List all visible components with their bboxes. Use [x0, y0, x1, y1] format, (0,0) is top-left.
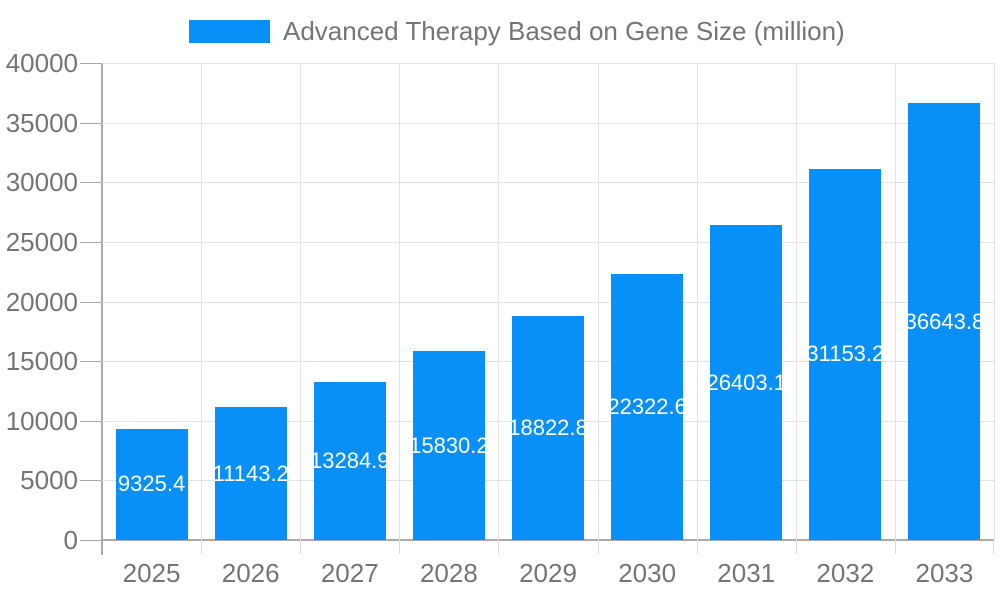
bar[interactable]: 18822.8	[512, 315, 584, 540]
bar[interactable]: 13284.9	[313, 381, 386, 540]
gridline-v	[597, 63, 599, 540]
legend-swatch-icon	[189, 19, 270, 43]
bar[interactable]: 36643.8	[908, 103, 981, 540]
plot-area: 9325.4 11143.2 13284.9 15830.2 18822.8 22322.…	[102, 63, 995, 554]
x-tick	[993, 540, 994, 554]
x-axis-label: 2032	[816, 558, 875, 588]
x-tick	[300, 540, 302, 554]
gridline-v	[696, 63, 698, 540]
y-axis-label: 20000	[5, 286, 78, 317]
gridline-v	[498, 63, 500, 540]
x-axis-label: 2031	[717, 558, 776, 588]
bar-value-label: 22322.6	[611, 393, 684, 419]
gridline-v	[399, 63, 401, 540]
bar[interactable]: 31153.2	[809, 168, 882, 540]
gridline-h	[102, 122, 994, 124]
bar-value-label: 18822.8	[512, 414, 584, 440]
y-axis-label: 25000	[5, 226, 78, 257]
x-axis-label: 2033	[915, 558, 974, 588]
x-axis-label: 2027	[320, 558, 379, 588]
y-tick	[80, 241, 102, 243]
y-tick	[80, 361, 102, 363]
x-tick	[201, 540, 203, 554]
x-tick	[894, 540, 896, 554]
gridline-h	[102, 182, 994, 184]
legend[interactable]: Advanced Therapy Based on Gene Size (mil…	[189, 16, 845, 46]
x-tick	[102, 540, 103, 554]
y-axis-label: 30000	[5, 167, 78, 198]
bar-value-label: 11143.2	[214, 460, 287, 486]
legend-label: Advanced Therapy Based on Gene Size (mil…	[283, 16, 845, 46]
bar[interactable]: 9325.4	[115, 428, 188, 540]
x-axis-label: 2026	[221, 558, 280, 588]
gridline-v	[300, 63, 302, 540]
bar-value-label: 9325.4	[117, 471, 186, 497]
gridline-h	[102, 301, 994, 303]
gridline-v	[201, 63, 203, 540]
y-tick	[80, 420, 102, 422]
x-axis-label: 2025	[122, 558, 181, 588]
y-axis-label: 0	[63, 525, 78, 555]
x-tick	[597, 540, 599, 554]
x-tick	[399, 540, 401, 554]
x-tick	[795, 540, 797, 554]
y-tick	[80, 480, 102, 482]
bar-value-label: 13284.9	[313, 447, 386, 473]
bar[interactable]: 26403.1	[710, 225, 783, 540]
bar[interactable]: 11143.2	[214, 407, 287, 540]
gridline-v	[894, 63, 896, 540]
gridline-v	[795, 63, 797, 540]
x-axis-label: 2029	[519, 558, 577, 588]
x-axis-label: 2028	[419, 558, 478, 588]
x-tick	[696, 540, 698, 554]
y-tick	[80, 540, 102, 541]
bar-value-label: 31153.2	[809, 341, 882, 367]
x-axis-label: 2030	[618, 558, 677, 588]
x-tick	[498, 540, 500, 554]
y-axis-label: 15000	[5, 346, 78, 377]
gridline-h	[102, 241, 994, 243]
y-tick	[80, 122, 102, 124]
y-axis-label: 35000	[5, 107, 78, 138]
y-tick	[80, 182, 102, 184]
bar[interactable]: 22322.6	[611, 273, 684, 540]
y-tick	[80, 63, 102, 64]
bar-value-label: 26403.1	[710, 369, 783, 395]
y-tick	[80, 301, 102, 303]
bar[interactable]: 15830.2	[412, 351, 485, 540]
y-axis-label: 5000	[20, 465, 78, 496]
y-axis-line	[101, 63, 103, 555]
bar-value-label: 36643.8	[908, 308, 981, 334]
y-axis-label: 40000	[5, 48, 78, 78]
x-axis-line	[102, 539, 994, 541]
y-axis-label: 10000	[5, 405, 78, 436]
bar-value-label: 15830.2	[412, 432, 485, 458]
gridline-h	[102, 63, 994, 64]
